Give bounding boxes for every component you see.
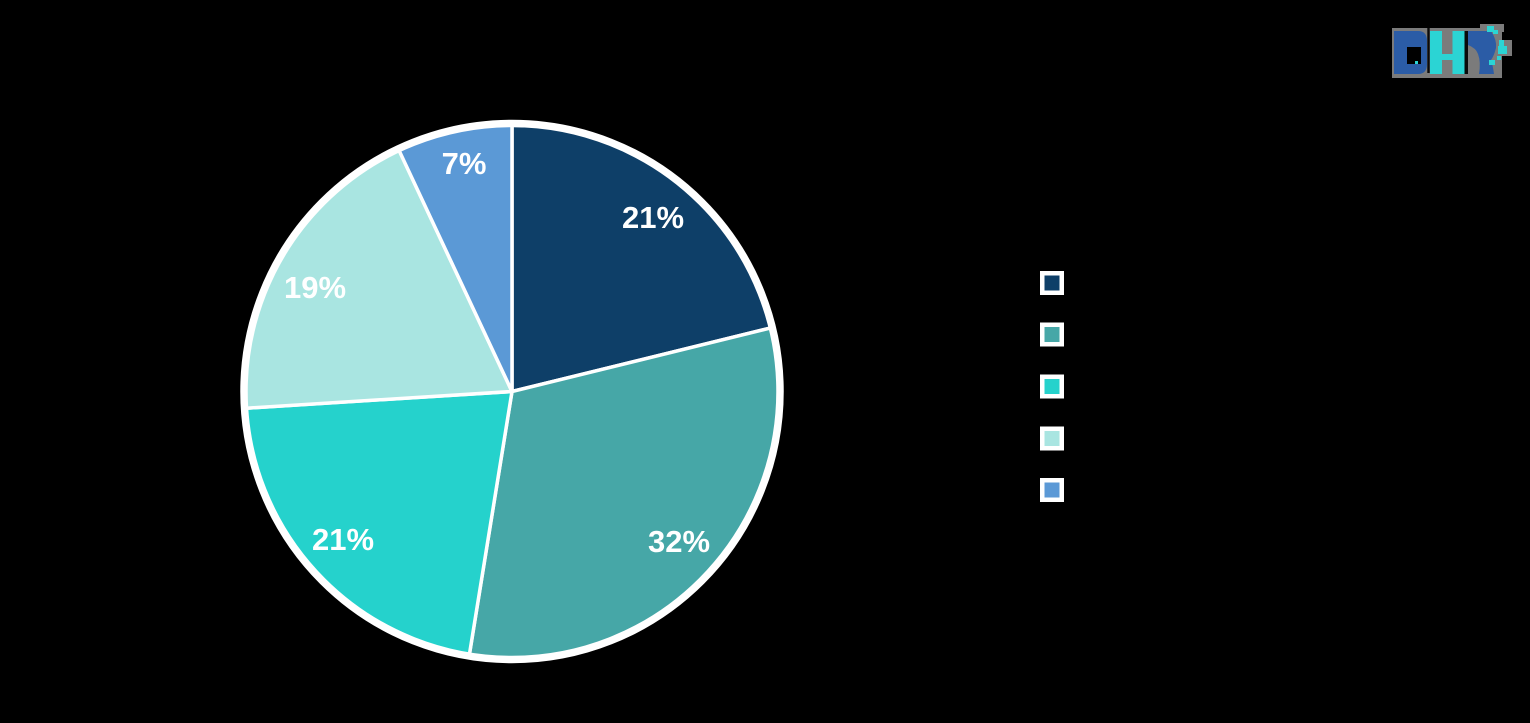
svg-text:21%: 21% xyxy=(622,200,684,235)
svg-text:7%: 7% xyxy=(442,146,487,181)
svg-text:21%: 21% xyxy=(312,522,374,557)
svg-text:19%: 19% xyxy=(284,270,346,305)
svg-text:32%: 32% xyxy=(648,524,710,559)
